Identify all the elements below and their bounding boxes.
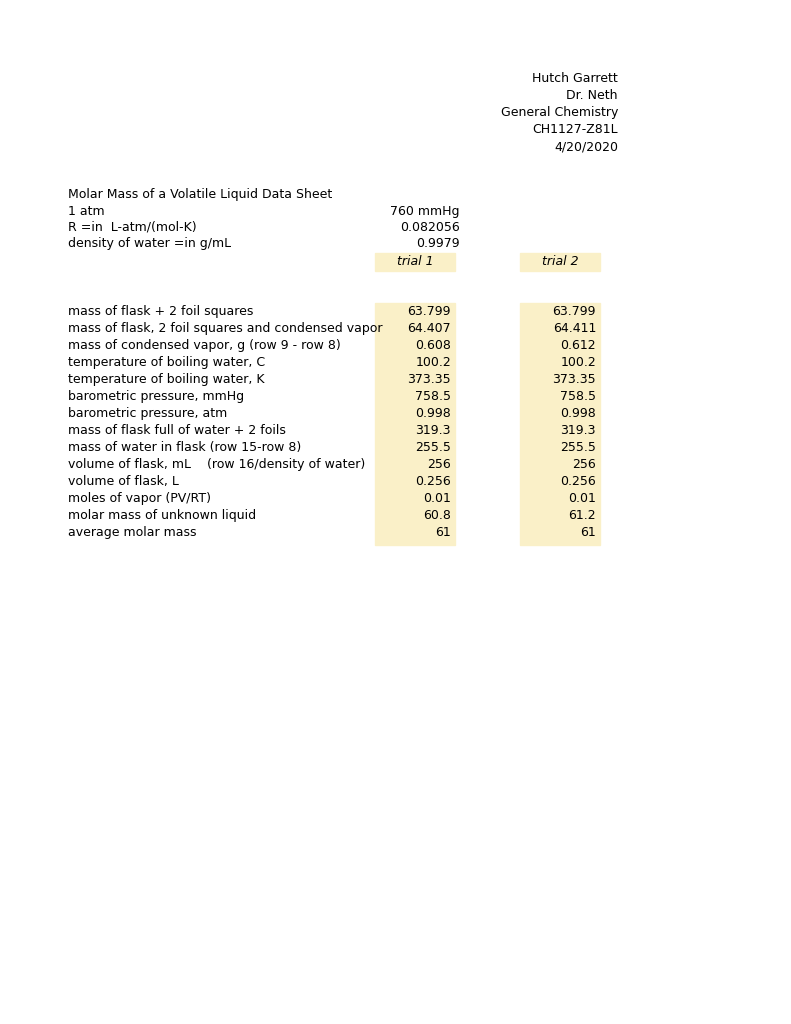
Text: 256: 256 [572, 458, 596, 471]
Text: R =in  L-atm/(mol-K): R =in L-atm/(mol-K) [68, 221, 197, 234]
Text: 0.01: 0.01 [423, 492, 451, 505]
Text: volume of flask, mL    (row 16/density of water): volume of flask, mL (row 16/density of w… [68, 458, 365, 471]
Text: 319.3: 319.3 [561, 424, 596, 437]
Text: 0.998: 0.998 [560, 407, 596, 420]
Text: Dr. Neth: Dr. Neth [566, 89, 618, 102]
Text: average molar mass: average molar mass [68, 526, 196, 539]
Text: mass of condensed vapor, g (row 9 - row 8): mass of condensed vapor, g (row 9 - row … [68, 339, 341, 352]
Text: 100.2: 100.2 [415, 356, 451, 369]
Text: trial 1: trial 1 [397, 255, 433, 268]
Text: 0.256: 0.256 [560, 475, 596, 488]
Text: Hutch Garrett: Hutch Garrett [532, 72, 618, 85]
Text: mass of flask + 2 foil squares: mass of flask + 2 foil squares [68, 305, 253, 318]
Text: 4/20/2020: 4/20/2020 [554, 140, 618, 153]
Text: 63.799: 63.799 [552, 305, 596, 318]
Text: 319.3: 319.3 [415, 424, 451, 437]
Text: 758.5: 758.5 [415, 390, 451, 403]
Text: 60.8: 60.8 [423, 509, 451, 522]
Text: trial 2: trial 2 [542, 255, 578, 268]
Text: mass of water in flask (row 15-row 8): mass of water in flask (row 15-row 8) [68, 441, 301, 454]
Text: 373.35: 373.35 [407, 373, 451, 386]
Text: General Chemistry: General Chemistry [501, 106, 618, 119]
Text: 100.2: 100.2 [560, 356, 596, 369]
Text: temperature of boiling water, C: temperature of boiling water, C [68, 356, 265, 369]
Text: 255.5: 255.5 [415, 441, 451, 454]
Text: Molar Mass of a Volatile Liquid Data Sheet: Molar Mass of a Volatile Liquid Data She… [68, 188, 332, 201]
Text: 760 mmHg: 760 mmHg [391, 205, 460, 218]
Bar [375, 303, 455, 545]
Text: 758.5: 758.5 [560, 390, 596, 403]
Text: 255.5: 255.5 [560, 441, 596, 454]
Text: 64.411: 64.411 [553, 322, 596, 335]
Text: temperature of boiling water, K: temperature of boiling water, K [68, 373, 264, 386]
Text: 61: 61 [581, 526, 596, 539]
Text: 61.2: 61.2 [569, 509, 596, 522]
Text: CH1127-Z81L: CH1127-Z81L [532, 123, 618, 136]
Text: 0.608: 0.608 [415, 339, 451, 352]
Text: molar mass of unknown liquid: molar mass of unknown liquid [68, 509, 256, 522]
Text: barometric pressure, atm: barometric pressure, atm [68, 407, 227, 420]
Text: volume of flask, L: volume of flask, L [68, 475, 179, 488]
Text: 0.256: 0.256 [415, 475, 451, 488]
Text: 64.407: 64.407 [407, 322, 451, 335]
Text: mass of flask, 2 foil squares and condensed vapor: mass of flask, 2 foil squares and conden… [68, 322, 383, 335]
Text: 61: 61 [435, 526, 451, 539]
Bar [520, 253, 600, 271]
Text: barometric pressure, mmHg: barometric pressure, mmHg [68, 390, 244, 403]
Text: 63.799: 63.799 [407, 305, 451, 318]
Text: 256: 256 [427, 458, 451, 471]
Text: mass of flask full of water + 2 foils: mass of flask full of water + 2 foils [68, 424, 286, 437]
Text: 0.082056: 0.082056 [400, 221, 460, 234]
Bar [520, 303, 600, 545]
Text: 373.35: 373.35 [552, 373, 596, 386]
Text: 0.998: 0.998 [415, 407, 451, 420]
Text: 1 atm: 1 atm [68, 205, 104, 218]
Bar [375, 253, 455, 271]
Text: density of water =in g/mL: density of water =in g/mL [68, 237, 231, 250]
Text: moles of vapor (PV/RT): moles of vapor (PV/RT) [68, 492, 211, 505]
Text: 0.01: 0.01 [568, 492, 596, 505]
Text: 0.9979: 0.9979 [416, 237, 460, 250]
Text: 0.612: 0.612 [560, 339, 596, 352]
